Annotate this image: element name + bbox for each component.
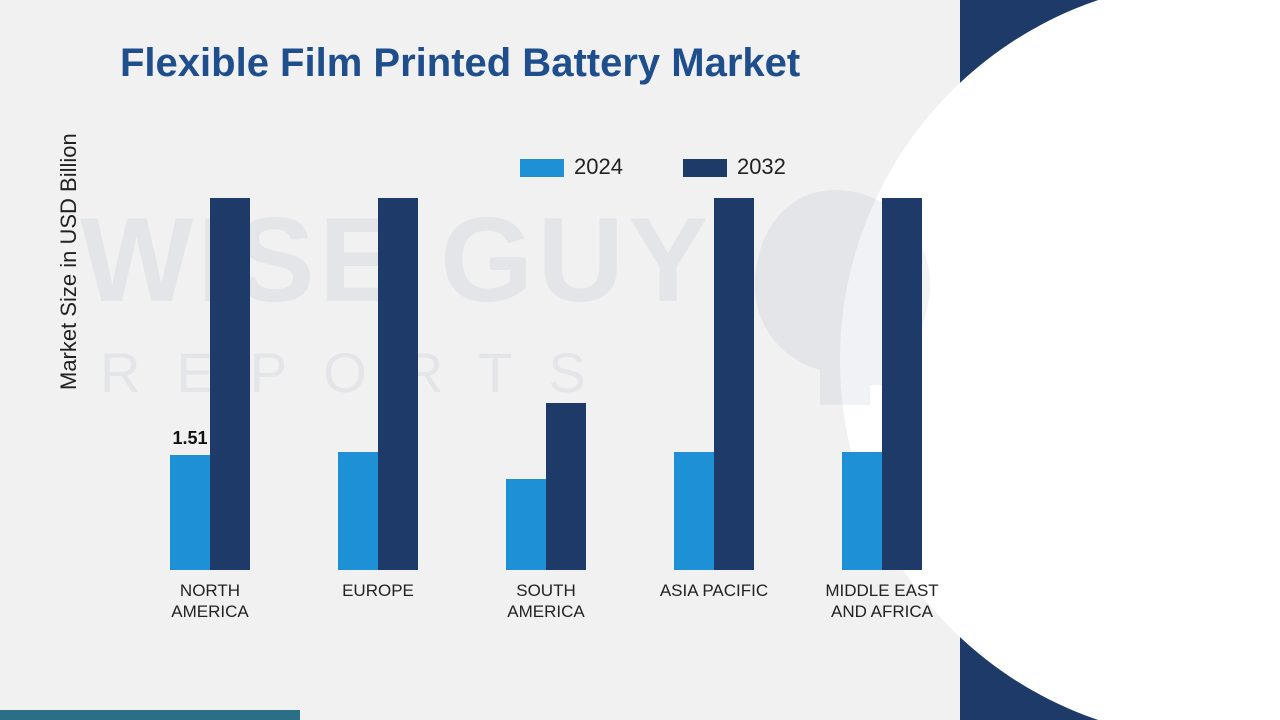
- legend-label-2032: 2032: [737, 154, 786, 179]
- y-axis-label: Market Size in USD Billion: [56, 133, 82, 390]
- chart-area: Market Size in USD Billion 2024 2032 1.5…: [60, 160, 980, 680]
- legend-label-2024: 2024: [574, 154, 623, 179]
- bar-2032: [882, 198, 922, 570]
- bar-2024: [338, 452, 378, 570]
- brand-logo: WISEGUY R E P O R T S: [1026, 35, 1250, 86]
- bottom-accent-bar: [0, 710, 300, 720]
- bar-2032: [714, 198, 754, 570]
- bar-2024: [170, 455, 210, 570]
- chart-title: Flexible Film Printed Battery Market: [120, 40, 800, 86]
- x-category-label: ASIA PACIFIC: [649, 580, 779, 601]
- x-category-label: MIDDLE EAST AND AFRICA: [817, 580, 947, 623]
- bar-2024: [506, 479, 546, 570]
- bar-2032: [546, 403, 586, 570]
- legend-swatch-2032: [683, 159, 727, 177]
- bar-value-label: 1.51: [172, 428, 207, 449]
- stage: WISEGUY R E P O R T S Flexible Film Prin…: [0, 0, 1280, 720]
- legend: 2024 2032: [520, 154, 786, 180]
- legend-item-2024: 2024: [520, 154, 623, 180]
- x-category-label: SOUTH AMERICA: [481, 580, 611, 623]
- x-axis: [140, 570, 980, 571]
- bar-2024: [674, 452, 714, 570]
- brand-head-icon: [1180, 65, 1258, 143]
- legend-item-2032: 2032: [683, 154, 786, 180]
- bar-2032: [210, 198, 250, 570]
- plot-region: 1.51: [140, 190, 980, 570]
- bar-2024: [842, 452, 882, 570]
- brand-word-wise: WISE: [1071, 35, 1169, 71]
- x-category-label: EUROPE: [313, 580, 443, 601]
- legend-swatch-2024: [520, 159, 564, 177]
- bar-2032: [378, 198, 418, 570]
- x-category-label: NORTH AMERICA: [145, 580, 275, 623]
